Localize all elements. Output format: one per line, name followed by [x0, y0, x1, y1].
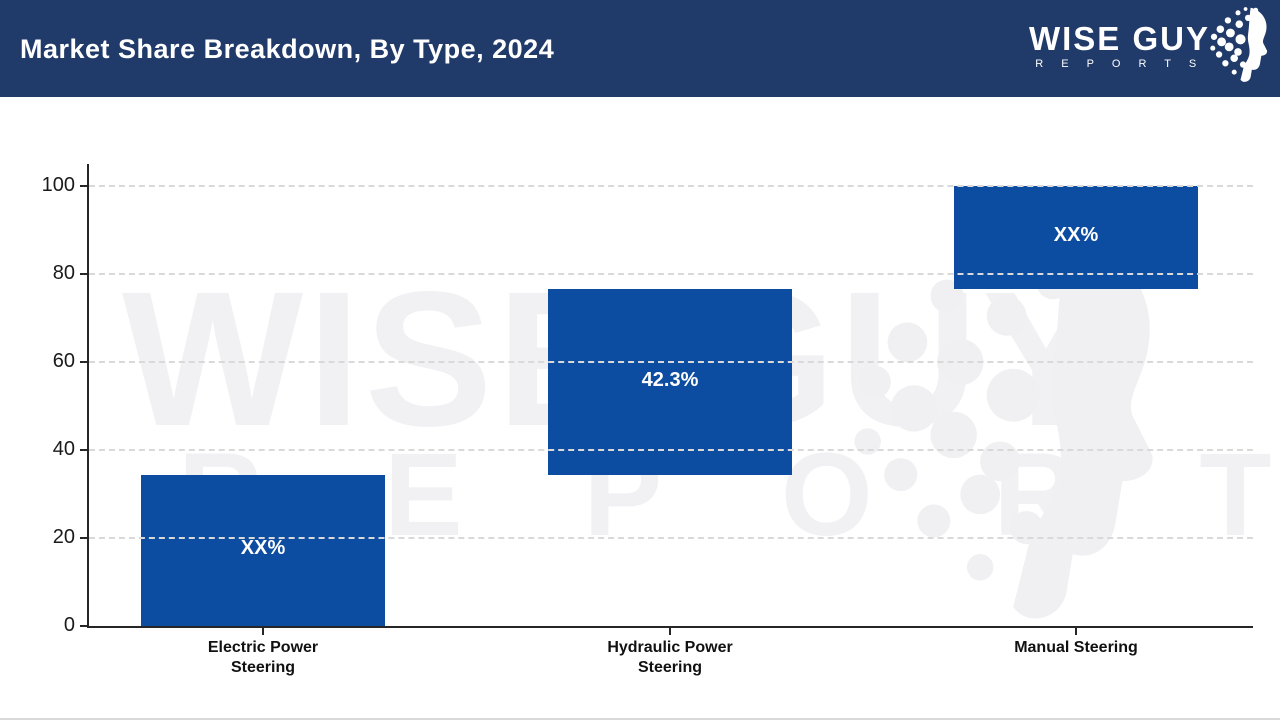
- y-tick-label-40: 40: [52, 438, 75, 460]
- x-axis-line: [87, 626, 1253, 628]
- y-tick-mark-20: [80, 537, 87, 539]
- x-tick-mark-2: [669, 628, 671, 635]
- y-tick-mark-60: [80, 361, 87, 363]
- x-tick-mark-1: [262, 628, 264, 635]
- y-axis-line: [87, 164, 89, 628]
- x-category-label-1: Electric Power Steering: [207, 639, 319, 676]
- y-tick-label-60: 60: [52, 350, 75, 372]
- y-tick-mark-100: [80, 185, 87, 187]
- gridline-60: [89, 361, 1253, 363]
- bar-segment-2: [548, 288, 792, 475]
- x-tick-mark-3: [1075, 628, 1077, 635]
- y-tick-mark-80: [80, 273, 87, 275]
- bar-value-label-1: XX%: [240, 537, 286, 560]
- gridline-80: [89, 273, 1253, 275]
- page-title: Market Share Breakdown, By Type, 2024: [20, 34, 555, 64]
- header-bar: Market Share Breakdown, By Type, 2024 WI…: [0, 0, 1280, 97]
- brand-name: WISE GUY: [1028, 19, 1210, 57]
- gridline-20: [89, 537, 1253, 539]
- bar-value-label-2: 42.3%: [641, 368, 699, 391]
- gridline-100: [89, 185, 1253, 187]
- bar-value-label-3: XX%: [1053, 224, 1099, 247]
- bottom-divider: [0, 718, 1280, 720]
- x-category-label-2: Hydraulic Power Steering: [607, 639, 733, 676]
- y-tick-label-0: 0: [63, 614, 75, 636]
- y-tick-label-20: 20: [52, 526, 75, 548]
- y-tick-mark-40: [80, 449, 87, 451]
- y-tick-label-100: 100: [41, 174, 75, 196]
- brand-logo: WISE GUY R E P O R T S: [1029, 4, 1270, 86]
- x-category-label-3: Manual Steering: [1014, 639, 1138, 656]
- y-tick-label-80: 80: [52, 262, 75, 284]
- y-tick-mark-0: [80, 625, 87, 627]
- bar-segment-1: [141, 474, 385, 626]
- brand-logo-text: WISE GUY R E P O R T S: [1028, 19, 1210, 70]
- brand-subname: R E P O R T S: [1035, 57, 1204, 70]
- gridline-40: [89, 449, 1253, 451]
- bar-chart: 0 20 40 60 80 100 XX% Electric Power Steering 42…: [0, 97, 1280, 717]
- dotted-face-logo-icon: [1210, 7, 1268, 82]
